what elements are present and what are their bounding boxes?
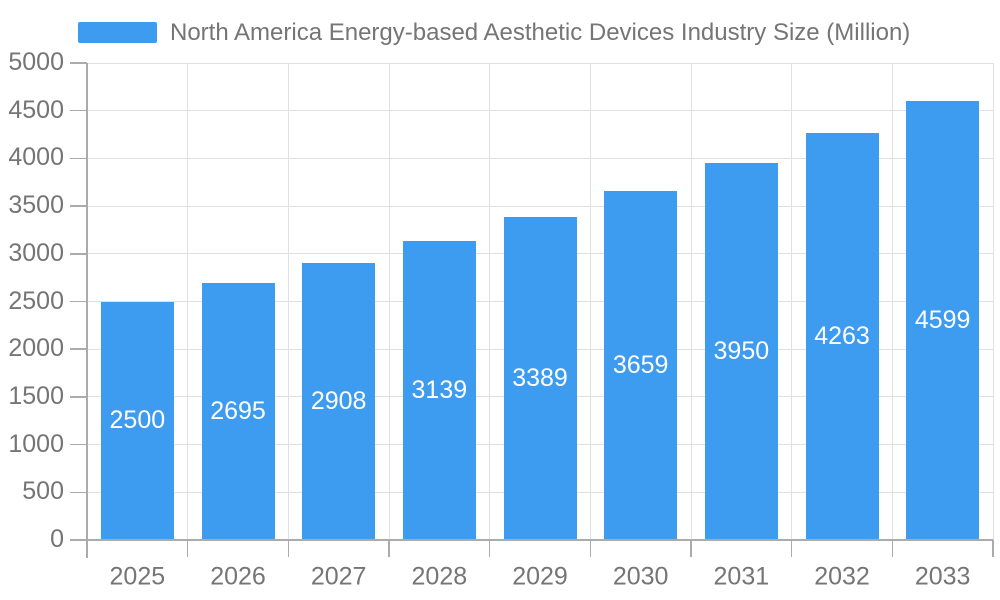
x-tick-label: 2027 <box>310 562 367 591</box>
y-tick-label: 4500 <box>8 95 64 124</box>
y-gridline <box>87 205 993 207</box>
x-tick <box>488 540 491 557</box>
x-gridline <box>992 63 994 540</box>
bar-value-label: 2908 <box>310 386 367 415</box>
x-tick-label: 2032 <box>814 562 870 591</box>
y-axis-line <box>86 63 88 558</box>
x-tick <box>388 540 390 557</box>
y-tick-label: 2000 <box>8 334 64 363</box>
x-tick-label: 2033 <box>914 562 971 591</box>
legend-label: North America Energy-based Aesthetic Dev… <box>170 18 911 46</box>
bar[interactable]: 3389 <box>503 216 577 540</box>
x-tick <box>690 540 692 557</box>
y-tick <box>70 109 87 112</box>
x-tick <box>790 540 793 557</box>
bar-value-label: 2500 <box>109 406 166 435</box>
bar[interactable]: 4263 <box>805 133 879 540</box>
x-gridline <box>287 63 289 540</box>
bar[interactable]: 3950 <box>704 163 778 540</box>
y-tick-label: 500 <box>22 477 64 506</box>
y-tick <box>70 62 87 64</box>
bar-value-label: 3139 <box>411 375 468 404</box>
x-tick-label: 2028 <box>411 562 468 591</box>
x-tick <box>186 540 189 557</box>
y-tick <box>70 491 87 494</box>
x-gridline <box>690 63 692 540</box>
bar-value-label: 4263 <box>814 322 870 351</box>
bar[interactable]: 2500 <box>100 301 174 540</box>
x-gridline <box>489 63 491 540</box>
x-gridline <box>589 63 591 540</box>
y-gridline <box>87 157 993 159</box>
x-gridline <box>791 63 793 540</box>
y-tick-label: 0 <box>50 524 64 553</box>
y-tick-label: 3000 <box>8 238 64 267</box>
x-tick <box>287 540 290 557</box>
y-tick <box>70 300 87 303</box>
x-tick-label: 2030 <box>612 562 669 591</box>
y-tick-label: 1500 <box>8 381 64 410</box>
bar-value-label: 3389 <box>512 363 568 392</box>
x-tick-label: 2026 <box>210 562 266 591</box>
y-tick-label: 5000 <box>8 47 64 76</box>
x-gridline <box>891 63 893 540</box>
bar-value-label: 2695 <box>210 396 266 425</box>
bar-value-label: 3659 <box>612 350 669 379</box>
legend-swatch-icon <box>78 22 157 43</box>
x-tick-label: 2031 <box>713 562 770 591</box>
bar[interactable]: 2908 <box>302 262 376 540</box>
y-gridline <box>87 62 993 64</box>
y-tick-label: 1000 <box>8 429 64 458</box>
y-tick <box>70 205 87 207</box>
bar[interactable]: 4599 <box>906 101 980 540</box>
x-tick <box>992 540 994 557</box>
bar[interactable]: 3139 <box>402 240 476 540</box>
y-tick <box>70 443 87 446</box>
y-tick-label: 4000 <box>8 143 64 172</box>
y-gridline <box>87 110 993 112</box>
y-tick <box>70 348 87 350</box>
x-gridline <box>388 63 390 540</box>
x-axis-line <box>70 539 993 541</box>
bar[interactable]: 3659 <box>604 190 678 540</box>
y-tick-label: 2500 <box>8 286 64 315</box>
bar-value-label: 3950 <box>713 337 770 366</box>
bar-value-label: 4599 <box>914 306 971 335</box>
y-tick-label: 3500 <box>8 191 64 220</box>
legend-item[interactable]: North America Energy-based Aesthetic Dev… <box>78 19 910 46</box>
y-tick <box>70 253 87 255</box>
x-gridline <box>187 63 189 540</box>
bar[interactable]: 2695 <box>201 282 275 540</box>
x-tick <box>891 540 894 557</box>
y-tick <box>70 396 87 398</box>
y-tick <box>70 157 87 160</box>
x-tick-label: 2029 <box>512 562 568 591</box>
x-tick-label: 2025 <box>109 562 166 591</box>
x-tick <box>589 540 592 557</box>
